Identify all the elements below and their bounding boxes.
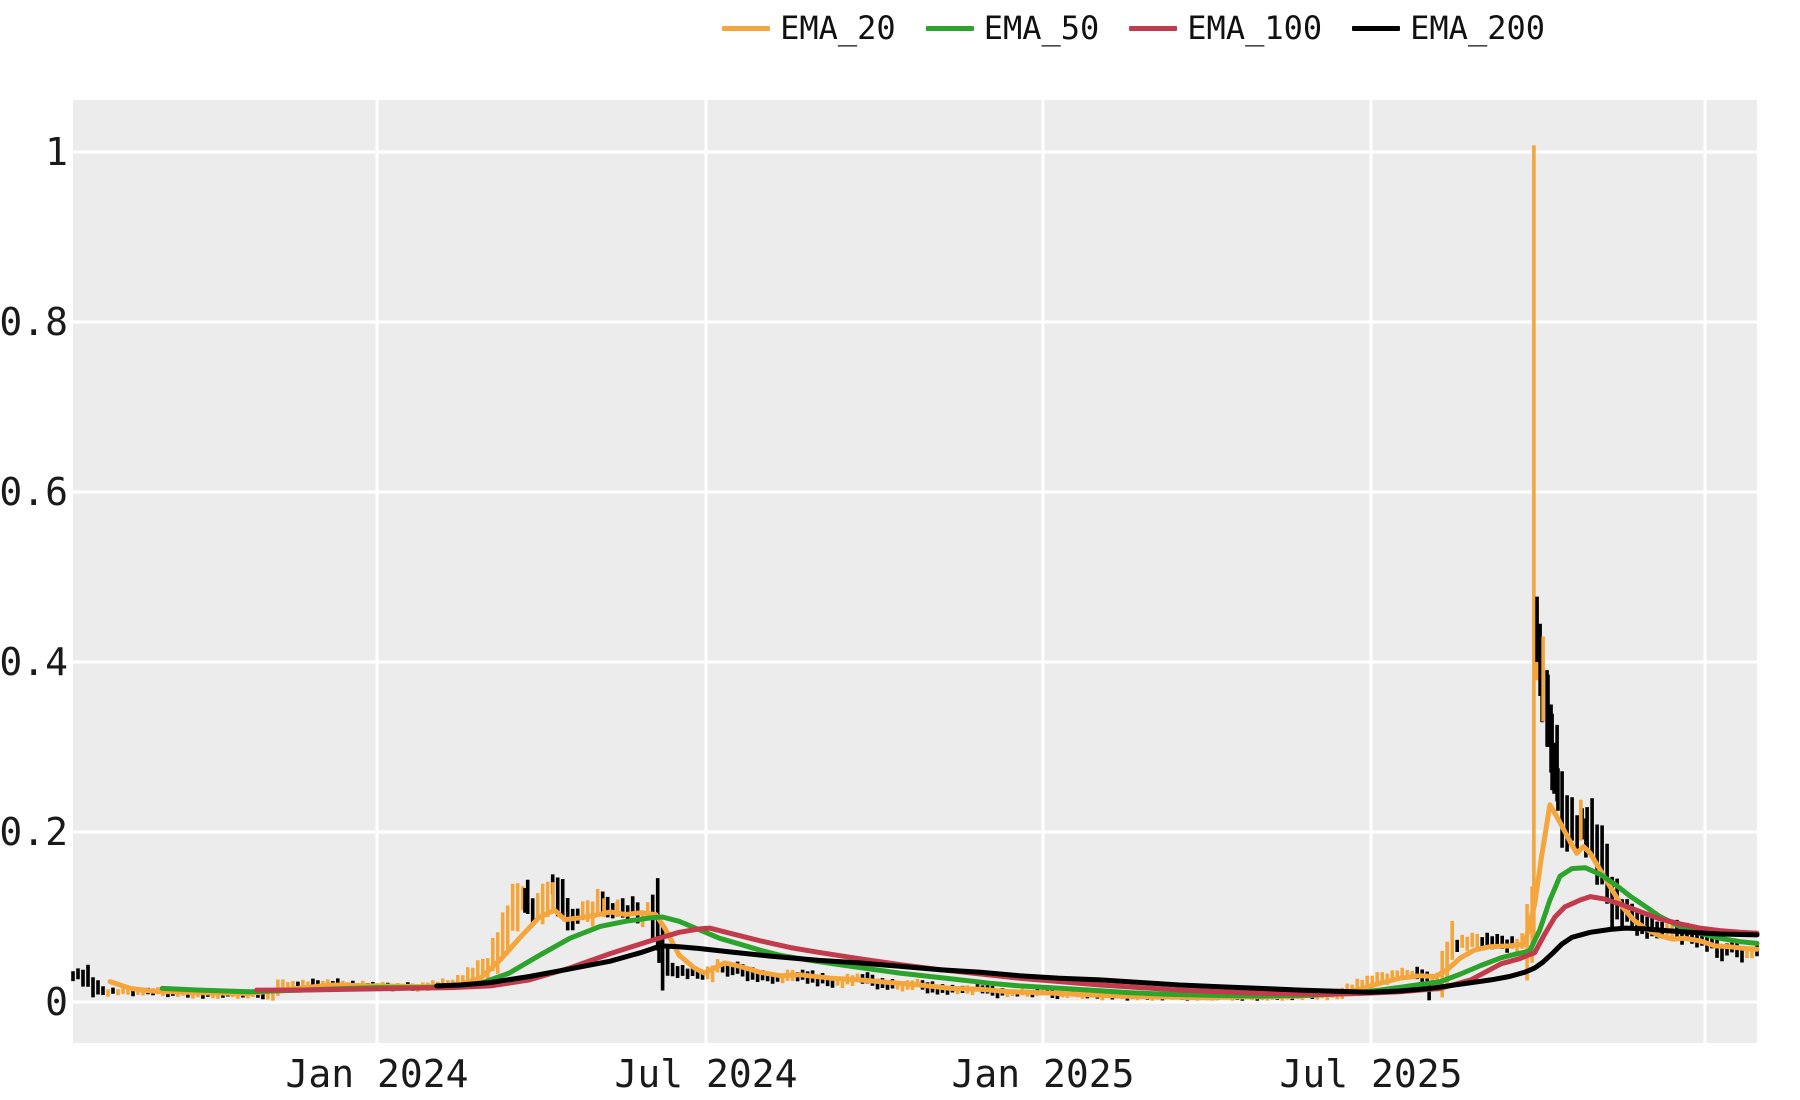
legend: EMA_20 EMA_50 EMA_100 EMA_200 xyxy=(722,12,1545,44)
y-tick-label: 1 xyxy=(45,130,68,174)
legend-line-swatch xyxy=(925,25,974,31)
x-tick-label: Jan 2025 xyxy=(951,1052,1134,1096)
legend-item-ema-200: EMA_200 xyxy=(1352,12,1545,44)
y-tick-label: 0.6 xyxy=(0,470,68,514)
ema-50-line xyxy=(159,865,1760,999)
x-tick-label: Jul 2025 xyxy=(1280,1052,1463,1096)
x-tick-label: Jul 2024 xyxy=(615,1052,798,1096)
legend-label: EMA_20 xyxy=(780,9,896,47)
legend-item-ema-50: EMA_50 xyxy=(925,9,1100,47)
legend-label: EMA_200 xyxy=(1410,9,1545,47)
y-tick-label: 0 xyxy=(45,980,68,1024)
y-tick-label: 0.4 xyxy=(0,640,68,684)
ema-20-line xyxy=(107,802,1760,1001)
legend-label: EMA_50 xyxy=(983,9,1100,47)
legend-line-swatch xyxy=(722,25,771,31)
legend-line-swatch xyxy=(1352,25,1401,31)
legend-line-swatch xyxy=(1129,25,1178,31)
y-tick-label: 0.2 xyxy=(0,810,68,854)
x-tick-label: Jan 2024 xyxy=(285,1052,468,1096)
ema-100-line xyxy=(254,894,1760,997)
gridlines xyxy=(73,100,1757,1043)
legend-label: EMA_100 xyxy=(1187,9,1323,47)
ema-200-line xyxy=(434,925,1760,995)
legend-item-ema-20: EMA_20 xyxy=(722,12,896,44)
plot-area xyxy=(73,100,1757,1043)
legend-item-ema-100: EMA_100 xyxy=(1129,12,1322,44)
y-tick-label: 0.8 xyxy=(0,300,68,344)
